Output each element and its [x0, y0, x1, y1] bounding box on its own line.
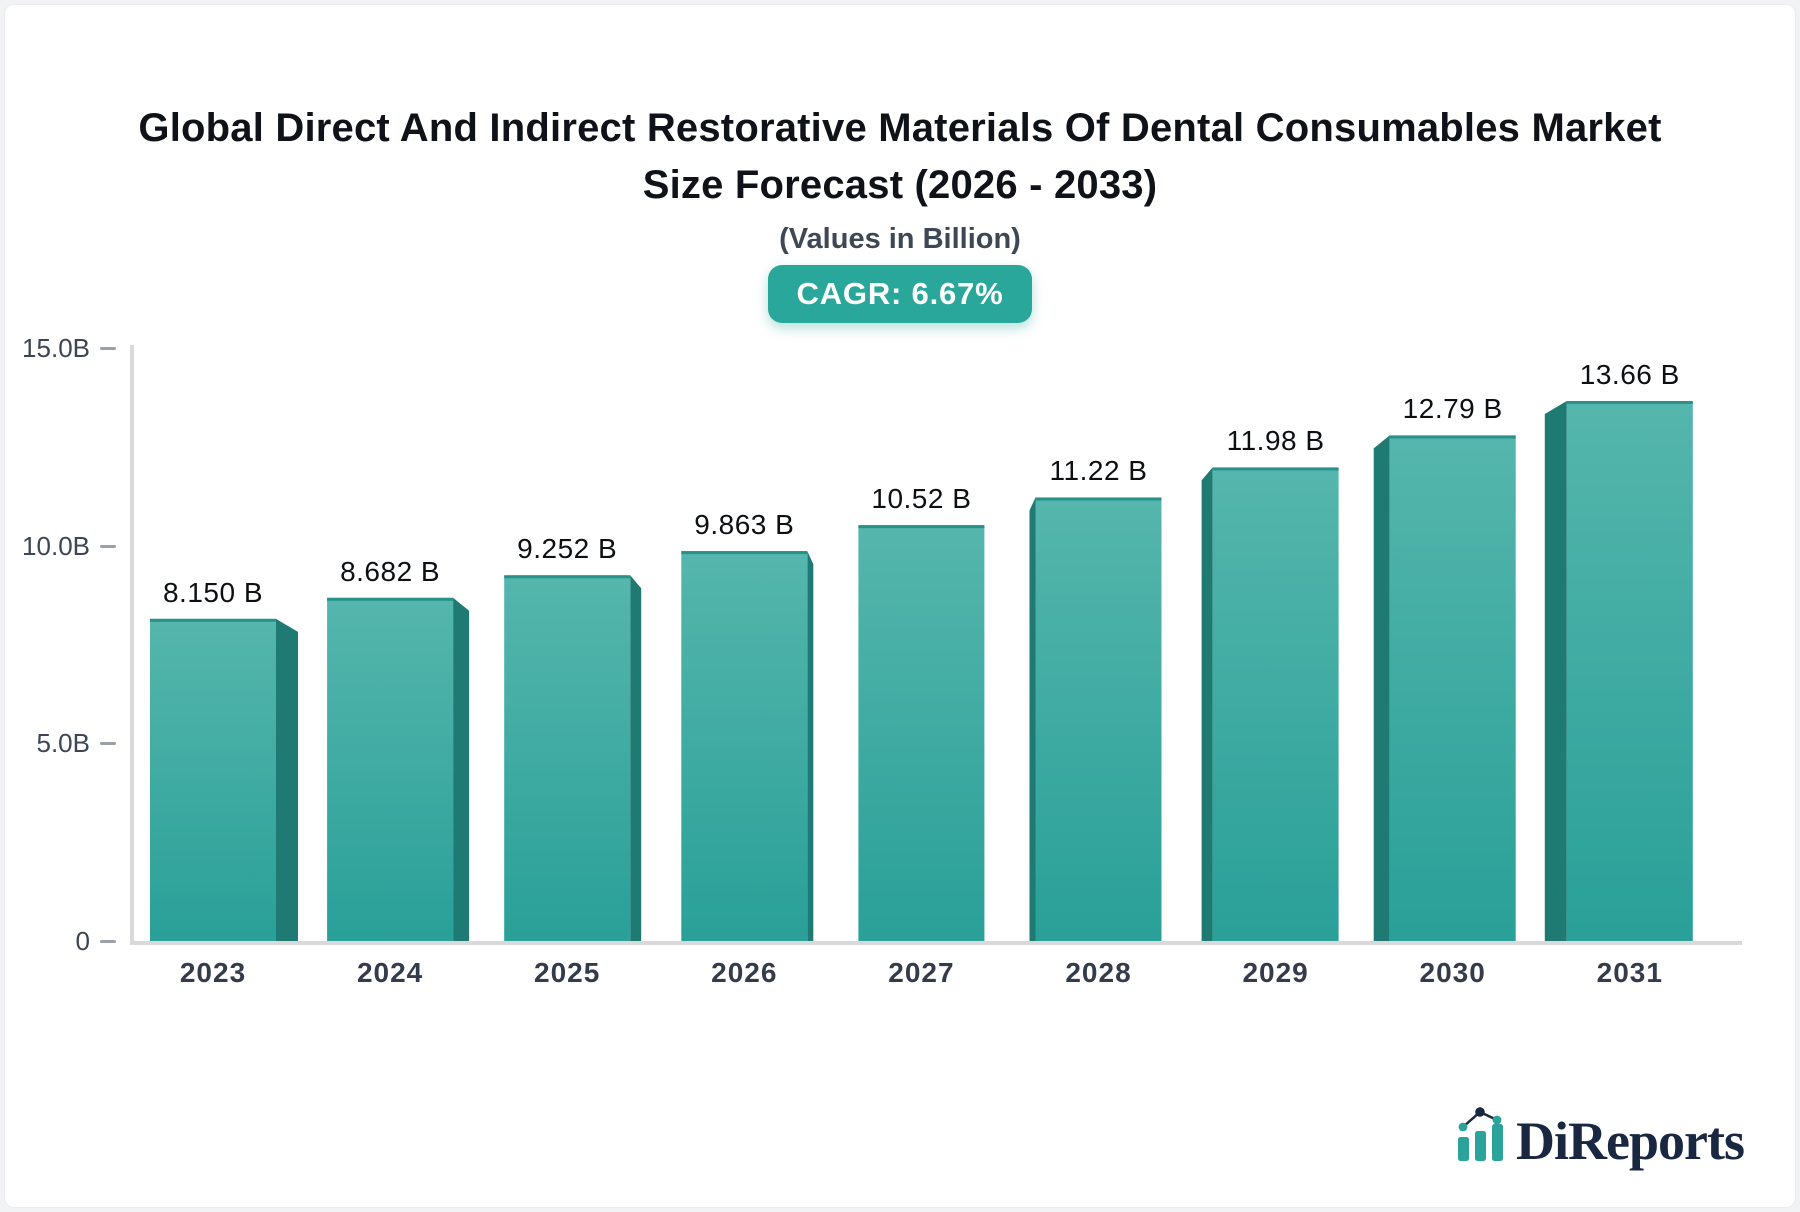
- x-category-label: 2028: [1065, 957, 1132, 988]
- bar-front-face: [1566, 401, 1693, 941]
- bar-top-edge: [1389, 435, 1516, 439]
- bar-value-label: 10.52 B: [871, 483, 972, 515]
- bar-top-edge: [327, 597, 454, 601]
- y-tick-mark: [100, 742, 116, 746]
- bar-side-face: [1544, 401, 1567, 943]
- bar-front-face: [1212, 467, 1339, 941]
- bar-side-face: [1029, 497, 1036, 943]
- bar-front-face: [150, 618, 276, 941]
- chart-title-line2: Size Forecast (2026 - 2033): [642, 163, 1158, 207]
- bar-top-edge: [1566, 401, 1693, 405]
- x-category-label: 2029: [1242, 957, 1309, 988]
- x-category-label: 2027: [888, 957, 955, 988]
- chart-subtitle: (Values in Billion): [779, 223, 1021, 255]
- x-category-label: 2023: [179, 957, 247, 988]
- bar-2028: [1029, 497, 1162, 943]
- y-tick-mark: [100, 347, 116, 351]
- bar-top-edge: [1035, 497, 1162, 501]
- bar-value-label: 9.863 B: [694, 509, 795, 541]
- y-tick-label: 0: [75, 926, 90, 956]
- bar-top-edge: [150, 618, 276, 622]
- chart-title: Global Direct And Indirect Restorative M…: [0, 100, 1800, 214]
- x-category-label: 2031: [1596, 957, 1663, 988]
- bar-value-label: 8.150 B: [162, 576, 264, 608]
- bar-side-face: [453, 597, 470, 943]
- bar-front-face: [504, 575, 631, 941]
- bar-2031: [1544, 401, 1693, 943]
- bar-value-label: 11.98 B: [1226, 425, 1325, 457]
- bar-side-face: [1373, 435, 1390, 943]
- bar-2024: [327, 597, 470, 943]
- x-axis-line: [130, 941, 1742, 945]
- bar-top-edge: [1212, 467, 1339, 471]
- bar-front-face: [1389, 435, 1516, 941]
- chart-title-line1: Global Direct And Indirect Restorative M…: [138, 106, 1662, 150]
- bar-value-label: 13.66 B: [1579, 359, 1680, 391]
- bar-value-label: 12.79 B: [1402, 393, 1503, 425]
- bar-2029: [1201, 467, 1339, 943]
- y-tick-label: 5.0B: [36, 728, 91, 759]
- y-tick-mark: [100, 544, 116, 548]
- bar-2023: [150, 618, 298, 943]
- bar-2025: [504, 575, 642, 943]
- bar-front-face: [327, 597, 454, 941]
- bar-side-face: [807, 551, 814, 943]
- y-tick-label: 10.0B: [22, 530, 90, 561]
- logo-bar-chart-icon: [1456, 1105, 1506, 1168]
- bar-top-edge: [504, 575, 631, 579]
- brand-logo: DiReports: [1456, 1105, 1745, 1171]
- logo-wordmark: DiReports: [1516, 1111, 1745, 1171]
- chart-header: Global Direct And Indirect Restorative M…: [0, 100, 1800, 323]
- bar-2026: [681, 551, 814, 943]
- bar-front-face: [681, 551, 808, 941]
- x-category-label: 2026: [711, 957, 778, 988]
- y-tick-mark: [100, 940, 116, 943]
- bar-top-edge: [681, 551, 808, 555]
- bar-value-label: 9.252 B: [517, 533, 618, 565]
- bar-side-face: [630, 575, 642, 943]
- bar-2030: [1373, 435, 1516, 943]
- x-category-label: 2030: [1419, 957, 1486, 988]
- bar-value-label: 11.22 B: [1049, 455, 1148, 487]
- bar-front-face: [858, 525, 985, 941]
- bar-value-label: 8.682 B: [340, 555, 441, 587]
- y-tick-label: 15.0B: [22, 333, 90, 364]
- bar-side-face: [276, 618, 298, 943]
- bar-front-face: [1035, 497, 1162, 941]
- x-category-label: 2025: [534, 957, 601, 988]
- bar-top-edge: [858, 525, 985, 529]
- bar-side-face: [1201, 467, 1213, 943]
- x-category-label: 2024: [356, 957, 424, 988]
- cagr-badge: CAGR: 6.67%: [767, 265, 1033, 323]
- y-axis-line: [130, 345, 134, 945]
- bar-2027: [858, 525, 985, 941]
